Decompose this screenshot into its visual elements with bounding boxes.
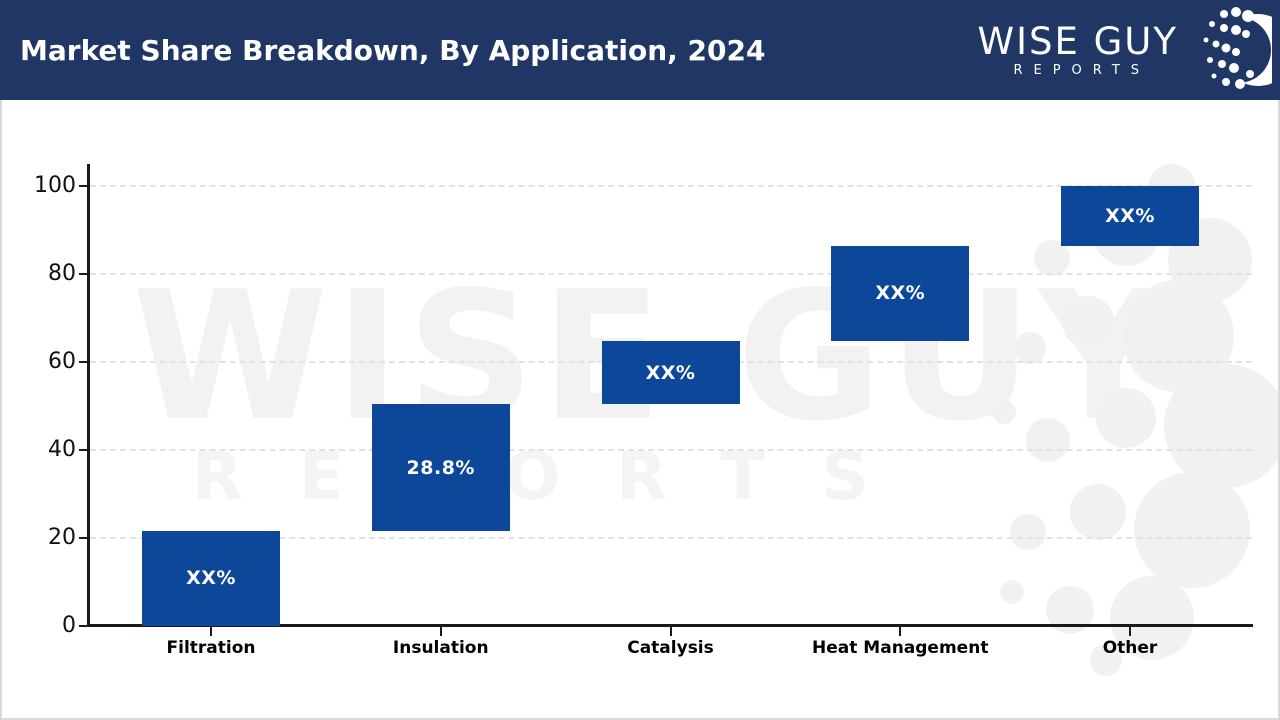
x-category-label-heat-management: Heat Management — [812, 638, 989, 658]
bar-value-label-insulation: 28.8% — [406, 456, 475, 479]
x-category-label-insulation: Insulation — [392, 638, 489, 658]
x-tick-filtration — [210, 627, 212, 636]
bar-value-label-other: XX% — [1105, 204, 1155, 227]
bar-value-label-catalysis: XX% — [645, 361, 696, 384]
y-tick-100 — [79, 185, 87, 187]
gridline-20 — [90, 537, 1252, 539]
logo-wordmark: WISE GUY — [977, 19, 1178, 63]
x-tick-catalysis — [669, 627, 672, 636]
app-header: Market Share Breakdown, By Application, … — [0, 0, 1280, 100]
bar-insulation: 28.8% — [371, 404, 510, 531]
y-tick-40 — [79, 449, 87, 451]
x-category-label-catalysis: Catalysis — [627, 638, 714, 658]
gridline-40 — [90, 449, 1252, 451]
x-axis-spine — [87, 624, 1253, 627]
logo-face-icon — [1203, 7, 1272, 89]
logo-text: WISE GUY REPORTS — [978, 23, 1178, 78]
logo-reports: REPORTS — [1013, 62, 1151, 78]
y-tick-20 — [79, 537, 87, 539]
y-tick-0 — [79, 625, 87, 627]
bar-filtration: XX% — [142, 530, 280, 626]
x-category-label-filtration: Filtration — [166, 638, 256, 658]
bar-heat-management: XX% — [831, 245, 970, 341]
bar-other: XX% — [1061, 186, 1199, 246]
x-tick-heat-management — [899, 627, 902, 636]
wise-guy-logo: WISE GUY REPORTS — [978, 4, 1280, 96]
watermark-face-dots — [992, 164, 1280, 676]
y-tick-label-20: 20 — [48, 525, 76, 550]
x-tick-insulation — [439, 627, 442, 636]
y-tick-label-100: 100 — [34, 173, 76, 198]
watermark-reports: REPORTS — [192, 438, 925, 515]
x-tick-other — [1129, 627, 1131, 636]
gridline-100 — [90, 185, 1252, 187]
gridline-80 — [90, 273, 1252, 275]
page-title: Market Share Breakdown, By Application, … — [20, 33, 766, 67]
y-tick-80 — [79, 273, 87, 275]
bar-value-label-heat-management: XX% — [875, 282, 926, 305]
y-tick-60 — [79, 361, 87, 363]
bar-value-label-filtration: XX% — [186, 567, 236, 590]
y-tick-label-0: 0 — [62, 613, 76, 638]
x-category-label-other: Other — [1102, 638, 1158, 658]
y-tick-label-40: 40 — [48, 437, 76, 462]
bar-catalysis: XX% — [601, 340, 740, 405]
y-tick-label-80: 80 — [48, 261, 76, 286]
y-tick-label-60: 60 — [48, 349, 76, 374]
y-axis-spine — [87, 164, 90, 626]
